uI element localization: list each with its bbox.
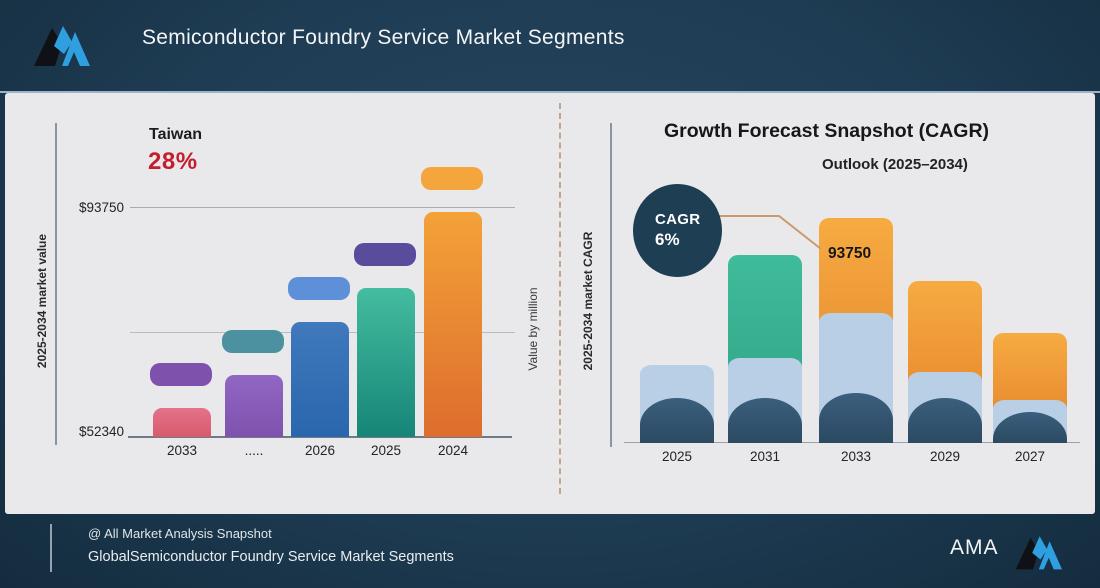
left-bar-2025	[357, 288, 415, 437]
y-tick-top: $93750	[78, 200, 124, 215]
footer: @ All Market Analysis Snapshot GlobalSem…	[0, 514, 1100, 588]
left-x-label-2033: 2033	[166, 443, 198, 458]
y-tick-bottom: $52340	[78, 424, 124, 439]
footer-separator	[50, 524, 52, 572]
cagr-badge-value: 6%	[655, 230, 680, 249]
right-x-label-2033: 2033	[840, 449, 872, 464]
right-chart-subtitle: Outlook (2025–2034)	[822, 156, 968, 173]
left-y-axis-line	[55, 123, 57, 445]
right-x-label-2027: 2027	[1014, 449, 1046, 464]
left-bar-cap-2024	[421, 167, 483, 190]
left-bar-2024	[424, 212, 482, 437]
left-x-label-2025: 2025	[370, 443, 402, 458]
header: Semiconductor Foundry Service Market Seg…	[0, 0, 1100, 93]
right-y-axis-line	[610, 123, 612, 447]
left-chart-title: Taiwan	[149, 126, 203, 143]
cagr-badge-label: CAGR	[655, 211, 701, 228]
left-bar-cap-.....	[222, 330, 284, 353]
ama-logo-icon	[34, 26, 90, 66]
footer-brand-text: AMA	[950, 536, 999, 559]
left-bar-2033	[153, 408, 211, 437]
left-bar-.....	[225, 375, 283, 437]
right-bar-2033-base-segment	[819, 393, 893, 443]
left-bar-cap-2025	[354, 243, 416, 266]
footer-report-title: GlobalSemiconductor Foundry Service Mark…	[88, 549, 454, 565]
left-bar-cap-2026	[288, 277, 350, 300]
left-bar-2026	[291, 322, 349, 437]
ama-footer-logo-icon	[1015, 536, 1062, 570]
data-label-93750: 93750	[828, 245, 872, 262]
right-bar-2029-base-segment	[908, 398, 982, 443]
right-x-label-2025: 2025	[661, 449, 693, 464]
section-divider	[559, 103, 561, 494]
right-bar-2031-base-segment	[728, 398, 802, 443]
left-x-label-.....: .....	[244, 443, 264, 458]
left-x-label-2024: 2024	[437, 443, 469, 458]
right-bar-2025-base-segment	[640, 398, 714, 443]
left-bar-cap-2033	[150, 363, 212, 386]
right-x-label-2031: 2031	[749, 449, 781, 464]
page-title: Semiconductor Foundry Service Market Seg…	[142, 26, 625, 49]
gridline-top	[130, 207, 515, 208]
left-x-label-2026: 2026	[304, 443, 336, 458]
cagr-badge: CAGR 6%	[633, 184, 722, 277]
left-chart-highlight-value: 28%	[148, 148, 198, 175]
footer-tagline: @ All Market Analysis Snapshot	[88, 526, 272, 541]
right-x-label-2029: 2029	[929, 449, 961, 464]
right-chart-title: Growth Forecast Snapshot (CAGR)	[664, 120, 990, 142]
